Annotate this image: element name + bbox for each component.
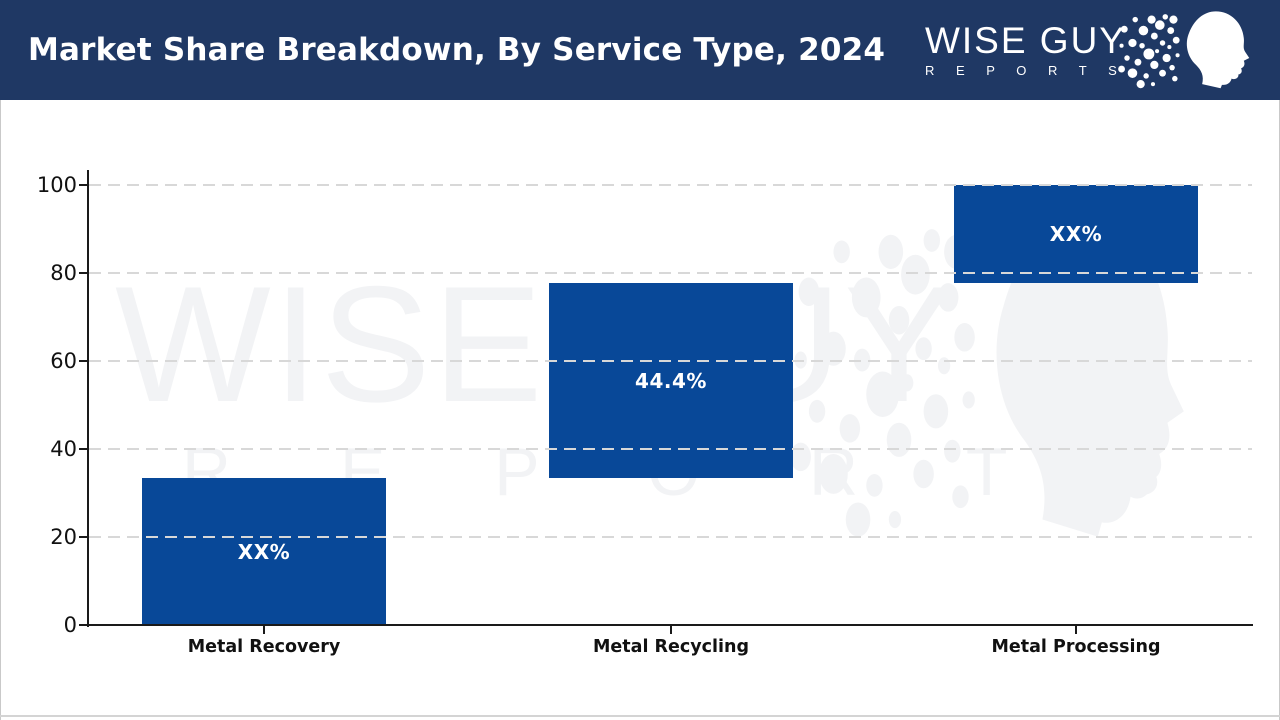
bar-metal-processing: XX%	[954, 185, 1198, 284]
page-title: Market Share Breakdown, By Service Type,…	[28, 32, 886, 68]
bar-value-label: XX%	[237, 539, 291, 564]
bar-metal-recovery: XX%	[142, 478, 386, 625]
logo-wordmark: WISE GUY R E P O R T S	[925, 22, 1126, 78]
bar-value-label: 44.4%	[635, 368, 707, 393]
logo-line1: WISE GUY	[924, 20, 1126, 61]
page-border-bottom	[0, 715, 1280, 717]
logo-line2: R E P O R T S	[924, 63, 1126, 78]
page-border-left	[0, 0, 1, 720]
bar-value-label: XX%	[1049, 222, 1103, 247]
wiseguy-logo: WISE GUY R E P O R T S	[925, 10, 1252, 91]
wiseguy-face-icon	[1118, 10, 1250, 88]
header: Market Share Breakdown, By Service Type,…	[0, 0, 1280, 100]
bar-metal-recycling: 44.4%	[549, 283, 793, 479]
